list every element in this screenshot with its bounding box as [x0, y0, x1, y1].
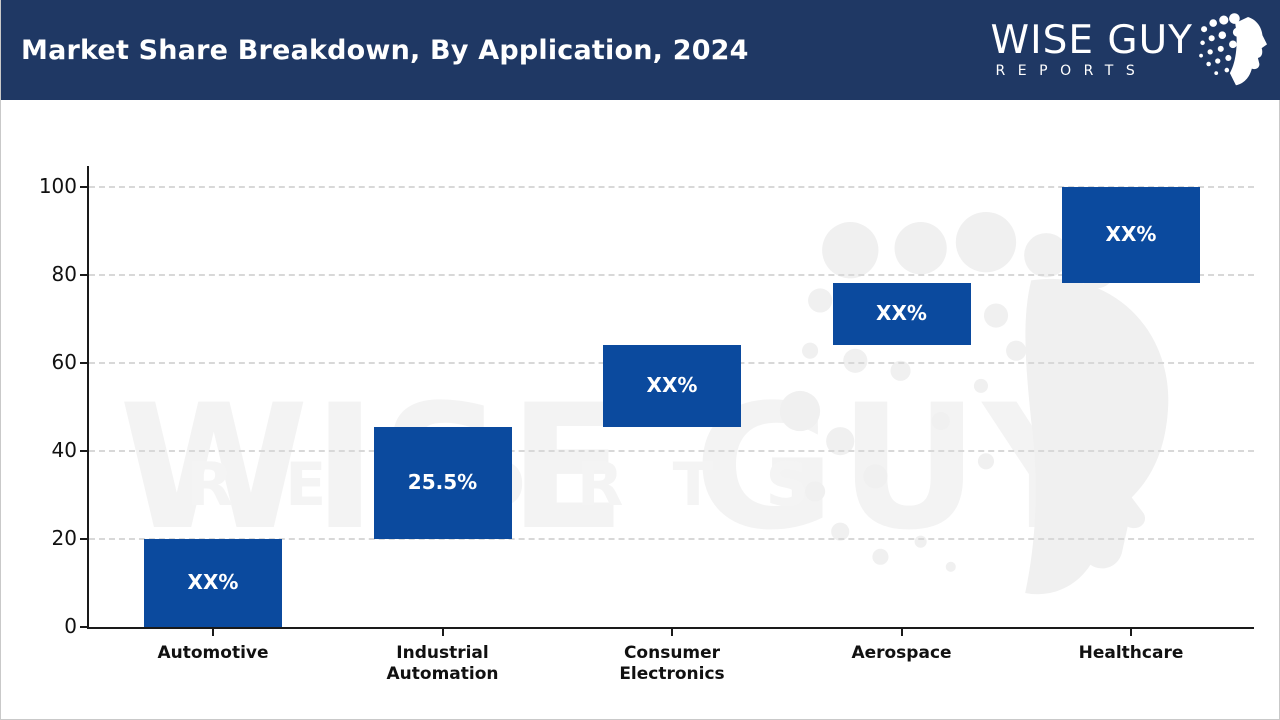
gridline-80 — [89, 273, 1254, 276]
y-tick-label-40: 40 — [51, 437, 77, 462]
logo-wordmark: WISE GUY — [990, 18, 1193, 63]
x-tick-industrial-automation — [441, 629, 444, 636]
y-tick-0 — [80, 626, 87, 628]
y-tick-label-100: 100 — [38, 173, 77, 198]
page-title: Market Share Breakdown, By Application, … — [21, 34, 749, 66]
gridline-40 — [89, 449, 1254, 452]
bar-aerospace — [832, 283, 971, 346]
y-axis — [87, 166, 89, 629]
bar-label-aerospace: XX% — [876, 301, 927, 326]
y-tick-label-20: 20 — [51, 525, 77, 550]
x-tick-label-aerospace: Aerospace — [851, 643, 952, 663]
x-tick-label-automotive: Automotive — [157, 643, 269, 663]
x-axis — [87, 627, 1254, 629]
gridline-100 — [89, 185, 1254, 188]
y-tick-80 — [80, 273, 87, 276]
bar-automotive — [144, 538, 282, 627]
header: Market Share Breakdown, By Application, … — [1, 0, 1280, 100]
chart-area: WISE GUY REPORTS 0 20 40 60 80 100 XX% Automoti… — [1, 100, 1279, 718]
logo-text: WISE GUY REPORTS — [991, 21, 1193, 79]
y-tick-60 — [80, 361, 87, 364]
x-tick-healthcare — [1130, 629, 1132, 636]
y-tick-label-60: 60 — [51, 349, 77, 374]
bar-healthcare — [1062, 186, 1200, 284]
y-tick-40 — [80, 449, 87, 452]
logo-subtitle: REPORTS — [995, 63, 1148, 79]
x-tick-label-healthcare: Healthcare — [1078, 643, 1184, 663]
logo-face-icon — [1199, 13, 1267, 86]
y-tick-20 — [80, 537, 87, 540]
y-tick-100 — [80, 185, 87, 188]
bar-label-consumer-electronics: XX% — [646, 372, 698, 397]
y-tick-label-80: 80 — [51, 261, 77, 286]
x-tick-label-consumer-electronics: Consumer Electronics — [619, 643, 725, 685]
bar-label-automotive: XX% — [187, 569, 239, 594]
gridline-20 — [89, 537, 1254, 540]
x-tick-automotive — [212, 629, 214, 636]
bar-industrial-automation — [373, 426, 512, 539]
bar-label-healthcare: XX% — [1105, 221, 1157, 246]
watermark-face-icon — [779, 212, 1169, 595]
x-tick-label-industrial-automation: Industrial Automation — [386, 643, 499, 685]
x-tick-consumer-electronics — [671, 629, 673, 636]
bar-label-industrial-automation: 25.5% — [407, 469, 478, 494]
x-tick-aerospace — [900, 629, 903, 636]
bar-consumer-electronics — [603, 345, 741, 427]
y-tick-label-0: 0 — [64, 614, 77, 638]
wiseguy-logo: WISE GUY REPORTS — [991, 9, 1267, 91]
